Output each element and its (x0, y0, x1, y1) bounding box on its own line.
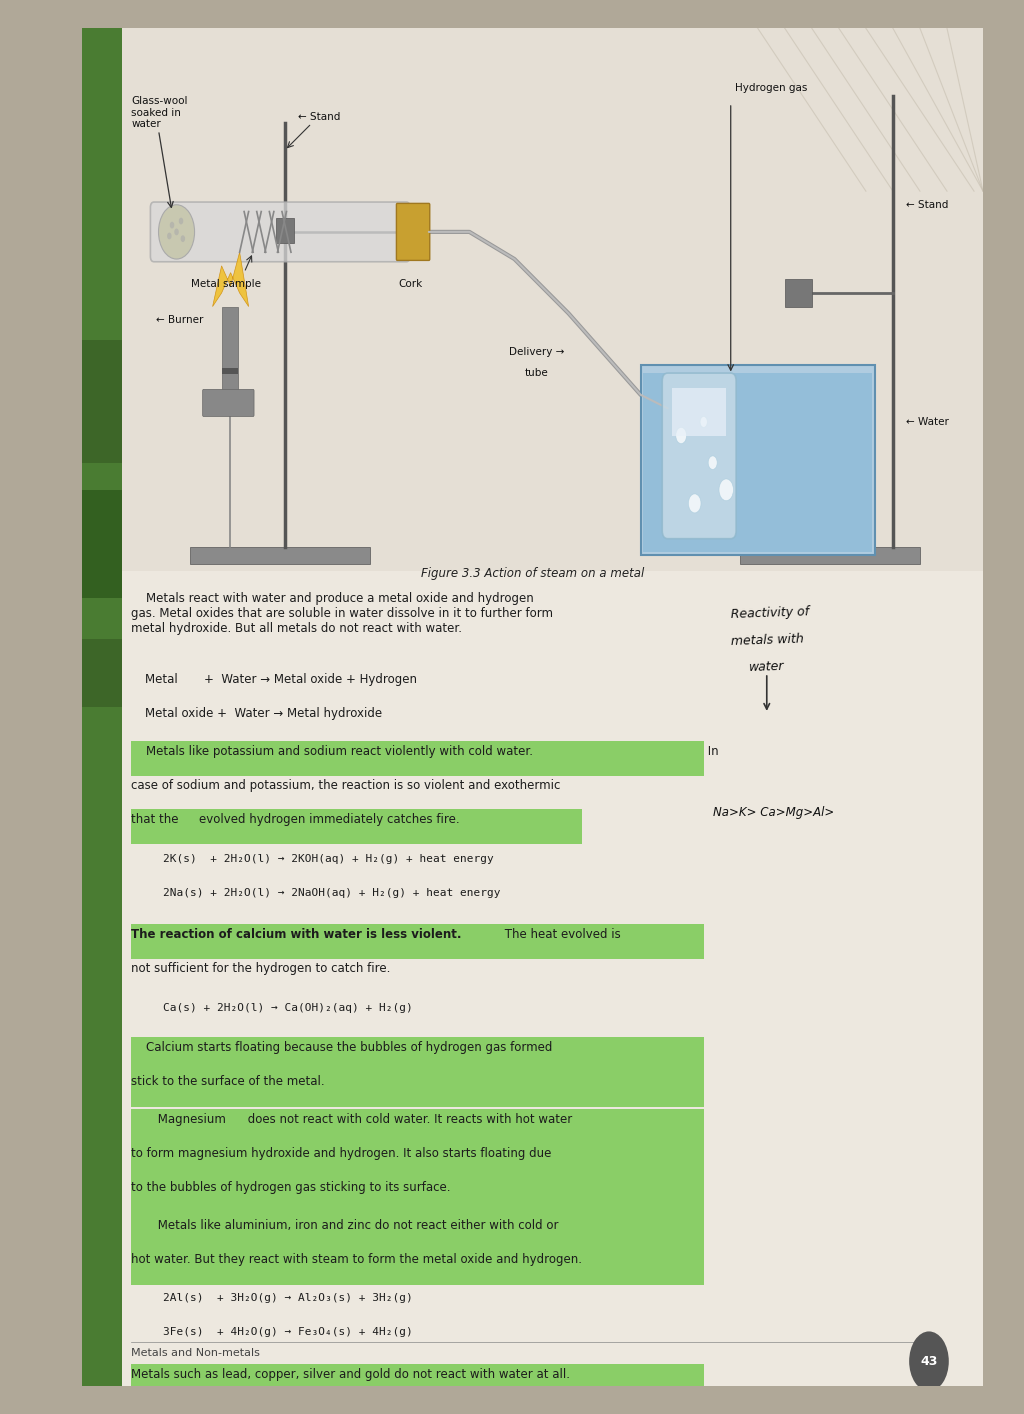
Text: to the bubbles of hydrogen gas sticking to its surface.: to the bubbles of hydrogen gas sticking … (131, 1181, 451, 1193)
Text: evolved hydrogen immediately catches fire.: evolved hydrogen immediately catches fir… (199, 813, 460, 826)
Bar (739, 547, 920, 564)
Text: does not react with cold water. It reacts with hot water: does not react with cold water. It react… (244, 1113, 572, 1126)
Bar (672, 387, 726, 436)
Bar (131, 1036, 703, 1107)
Text: Metals like potassium and sodium react violently with cold water.: Metals like potassium and sodium react v… (131, 745, 534, 758)
Bar (275, 218, 294, 243)
Text: to form magnesium hydroxide and hydrogen. It also starts floating due: to form magnesium hydroxide and hydrogen… (131, 1147, 552, 1159)
Text: stick to the surface of the metal.: stick to the surface of the metal. (131, 1075, 325, 1087)
Text: that the: that the (131, 813, 182, 826)
Bar (82, 341, 123, 462)
Bar (131, 741, 703, 776)
Text: The heat evolved is: The heat evolved is (501, 928, 621, 942)
Text: Reactivity of: Reactivity of (731, 605, 810, 621)
Text: Ca(s) + 2H₂O(l) → Ca(OH)₂(aq) + H₂(g): Ca(s) + 2H₂O(l) → Ca(OH)₂(aq) + H₂(g) (163, 1003, 413, 1012)
Text: Cork: Cork (398, 280, 423, 290)
Circle shape (167, 232, 172, 239)
Text: ← Stand: ← Stand (298, 112, 341, 122)
Text: Metals like aluminium, iron and zinc do not react either with cold or: Metals like aluminium, iron and zinc do … (131, 1219, 559, 1232)
Text: water: water (749, 659, 784, 673)
Circle shape (676, 427, 686, 444)
Text: Metal oxide +  Water → Metal hydroxide: Metal oxide + Water → Metal hydroxide (145, 707, 382, 720)
Bar (131, 1215, 703, 1285)
FancyBboxPatch shape (203, 389, 254, 417)
Bar (190, 547, 371, 564)
Bar (643, 373, 872, 553)
Circle shape (700, 417, 708, 427)
Text: Metal sample: Metal sample (191, 280, 261, 290)
Text: Metals and Non-metals: Metals and Non-metals (131, 1348, 260, 1357)
FancyBboxPatch shape (663, 373, 736, 539)
Bar (131, 925, 703, 960)
Bar (123, 28, 983, 571)
Polygon shape (213, 252, 249, 307)
Text: 43: 43 (921, 1355, 938, 1367)
FancyBboxPatch shape (641, 365, 874, 554)
Bar (82, 639, 123, 707)
Circle shape (170, 222, 174, 229)
FancyBboxPatch shape (396, 204, 430, 260)
Text: Na>K> Ca>Mg>Al>: Na>K> Ca>Mg>Al> (713, 806, 834, 819)
Text: ← Water: ← Water (906, 417, 949, 427)
Circle shape (909, 1332, 949, 1391)
Text: Magnesium: Magnesium (131, 1113, 226, 1126)
Text: The reaction of calcium with water is less violent.: The reaction of calcium with water is le… (131, 928, 462, 942)
Bar (82, 489, 123, 598)
Text: Delivery →: Delivery → (509, 348, 564, 358)
Circle shape (719, 479, 733, 501)
Circle shape (179, 218, 183, 225)
Text: 3Fe(s)  + 4H₂O(g) → Fe₃O₄(s) + 4H₂(g): 3Fe(s) + 4H₂O(g) → Fe₃O₄(s) + 4H₂(g) (163, 1328, 413, 1338)
Text: Metals such as lead, copper, silver and gold do not react with water at all.: Metals such as lead, copper, silver and … (131, 1369, 570, 1381)
Bar (131, 1109, 703, 1215)
Text: hot water. But they react with steam to form the metal oxide and hydrogen.: hot water. But they react with steam to … (131, 1253, 583, 1266)
Circle shape (180, 235, 185, 242)
Text: metals with: metals with (731, 632, 804, 648)
Text: tube: tube (525, 368, 549, 378)
Text: Figure 3.3 Action of steam on a metal: Figure 3.3 Action of steam on a metal (421, 567, 644, 580)
Text: In: In (703, 745, 718, 758)
Bar (221, 307, 238, 395)
Text: Glass-wool
soaked in
water: Glass-wool soaked in water (131, 96, 188, 129)
Circle shape (174, 229, 179, 235)
Text: Hydrogen gas: Hydrogen gas (735, 82, 808, 92)
Circle shape (709, 455, 717, 469)
Text: 2Al(s)  + 3H₂O(g) → Al₂O₃(s) + 3H₂(g): 2Al(s) + 3H₂O(g) → Al₂O₃(s) + 3H₂(g) (163, 1294, 413, 1304)
Bar (82, 28, 123, 1386)
Text: 2K(s)  + 2H₂O(l) → 2KOH(aq) + H₂(g) + heat energy: 2K(s) + 2H₂O(l) → 2KOH(aq) + H₂(g) + hea… (163, 854, 494, 864)
Text: Metal       +  Water → Metal oxide + Hydrogen: Metal + Water → Metal oxide + Hydrogen (145, 673, 417, 686)
Text: 2Na(s) + 2H₂O(l) → 2NaOH(aq) + H₂(g) + heat energy: 2Na(s) + 2H₂O(l) → 2NaOH(aq) + H₂(g) + h… (163, 888, 501, 898)
Bar (784, 280, 812, 307)
Bar (131, 809, 582, 844)
Text: ← Burner: ← Burner (157, 315, 204, 325)
Text: ← Stand: ← Stand (906, 199, 949, 209)
FancyBboxPatch shape (151, 202, 410, 262)
Text: not sufficient for the hydrogen to catch fire.: not sufficient for the hydrogen to catch… (131, 962, 391, 976)
Text: case of sodium and potassium, the reaction is so violent and exothermic: case of sodium and potassium, the reacti… (131, 779, 561, 792)
Bar (221, 368, 238, 375)
Circle shape (159, 205, 195, 259)
Text: Metals react with water and produce a metal oxide and hydrogen
gas. Metal oxides: Metals react with water and produce a me… (131, 591, 554, 635)
Circle shape (688, 493, 701, 513)
Text: Calcium starts floating because the bubbles of hydrogen gas formed: Calcium starts floating because the bubb… (131, 1041, 553, 1053)
Bar (131, 1365, 703, 1400)
